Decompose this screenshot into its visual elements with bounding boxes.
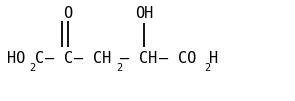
Text: CH: CH bbox=[94, 51, 112, 66]
Text: HO: HO bbox=[7, 51, 25, 66]
Text: H: H bbox=[209, 51, 218, 66]
Text: O: O bbox=[63, 6, 73, 21]
Text: 2: 2 bbox=[204, 63, 211, 73]
Text: CO: CO bbox=[178, 51, 196, 66]
Text: 2: 2 bbox=[29, 63, 35, 73]
Text: —: — bbox=[120, 51, 129, 66]
Text: —: — bbox=[45, 51, 54, 66]
Text: C: C bbox=[35, 51, 44, 66]
Text: 2: 2 bbox=[116, 63, 122, 73]
Text: OH: OH bbox=[135, 6, 153, 21]
Text: C: C bbox=[64, 51, 73, 66]
Text: —: — bbox=[159, 51, 168, 66]
Text: CH: CH bbox=[139, 51, 158, 66]
Text: —: — bbox=[74, 51, 83, 66]
